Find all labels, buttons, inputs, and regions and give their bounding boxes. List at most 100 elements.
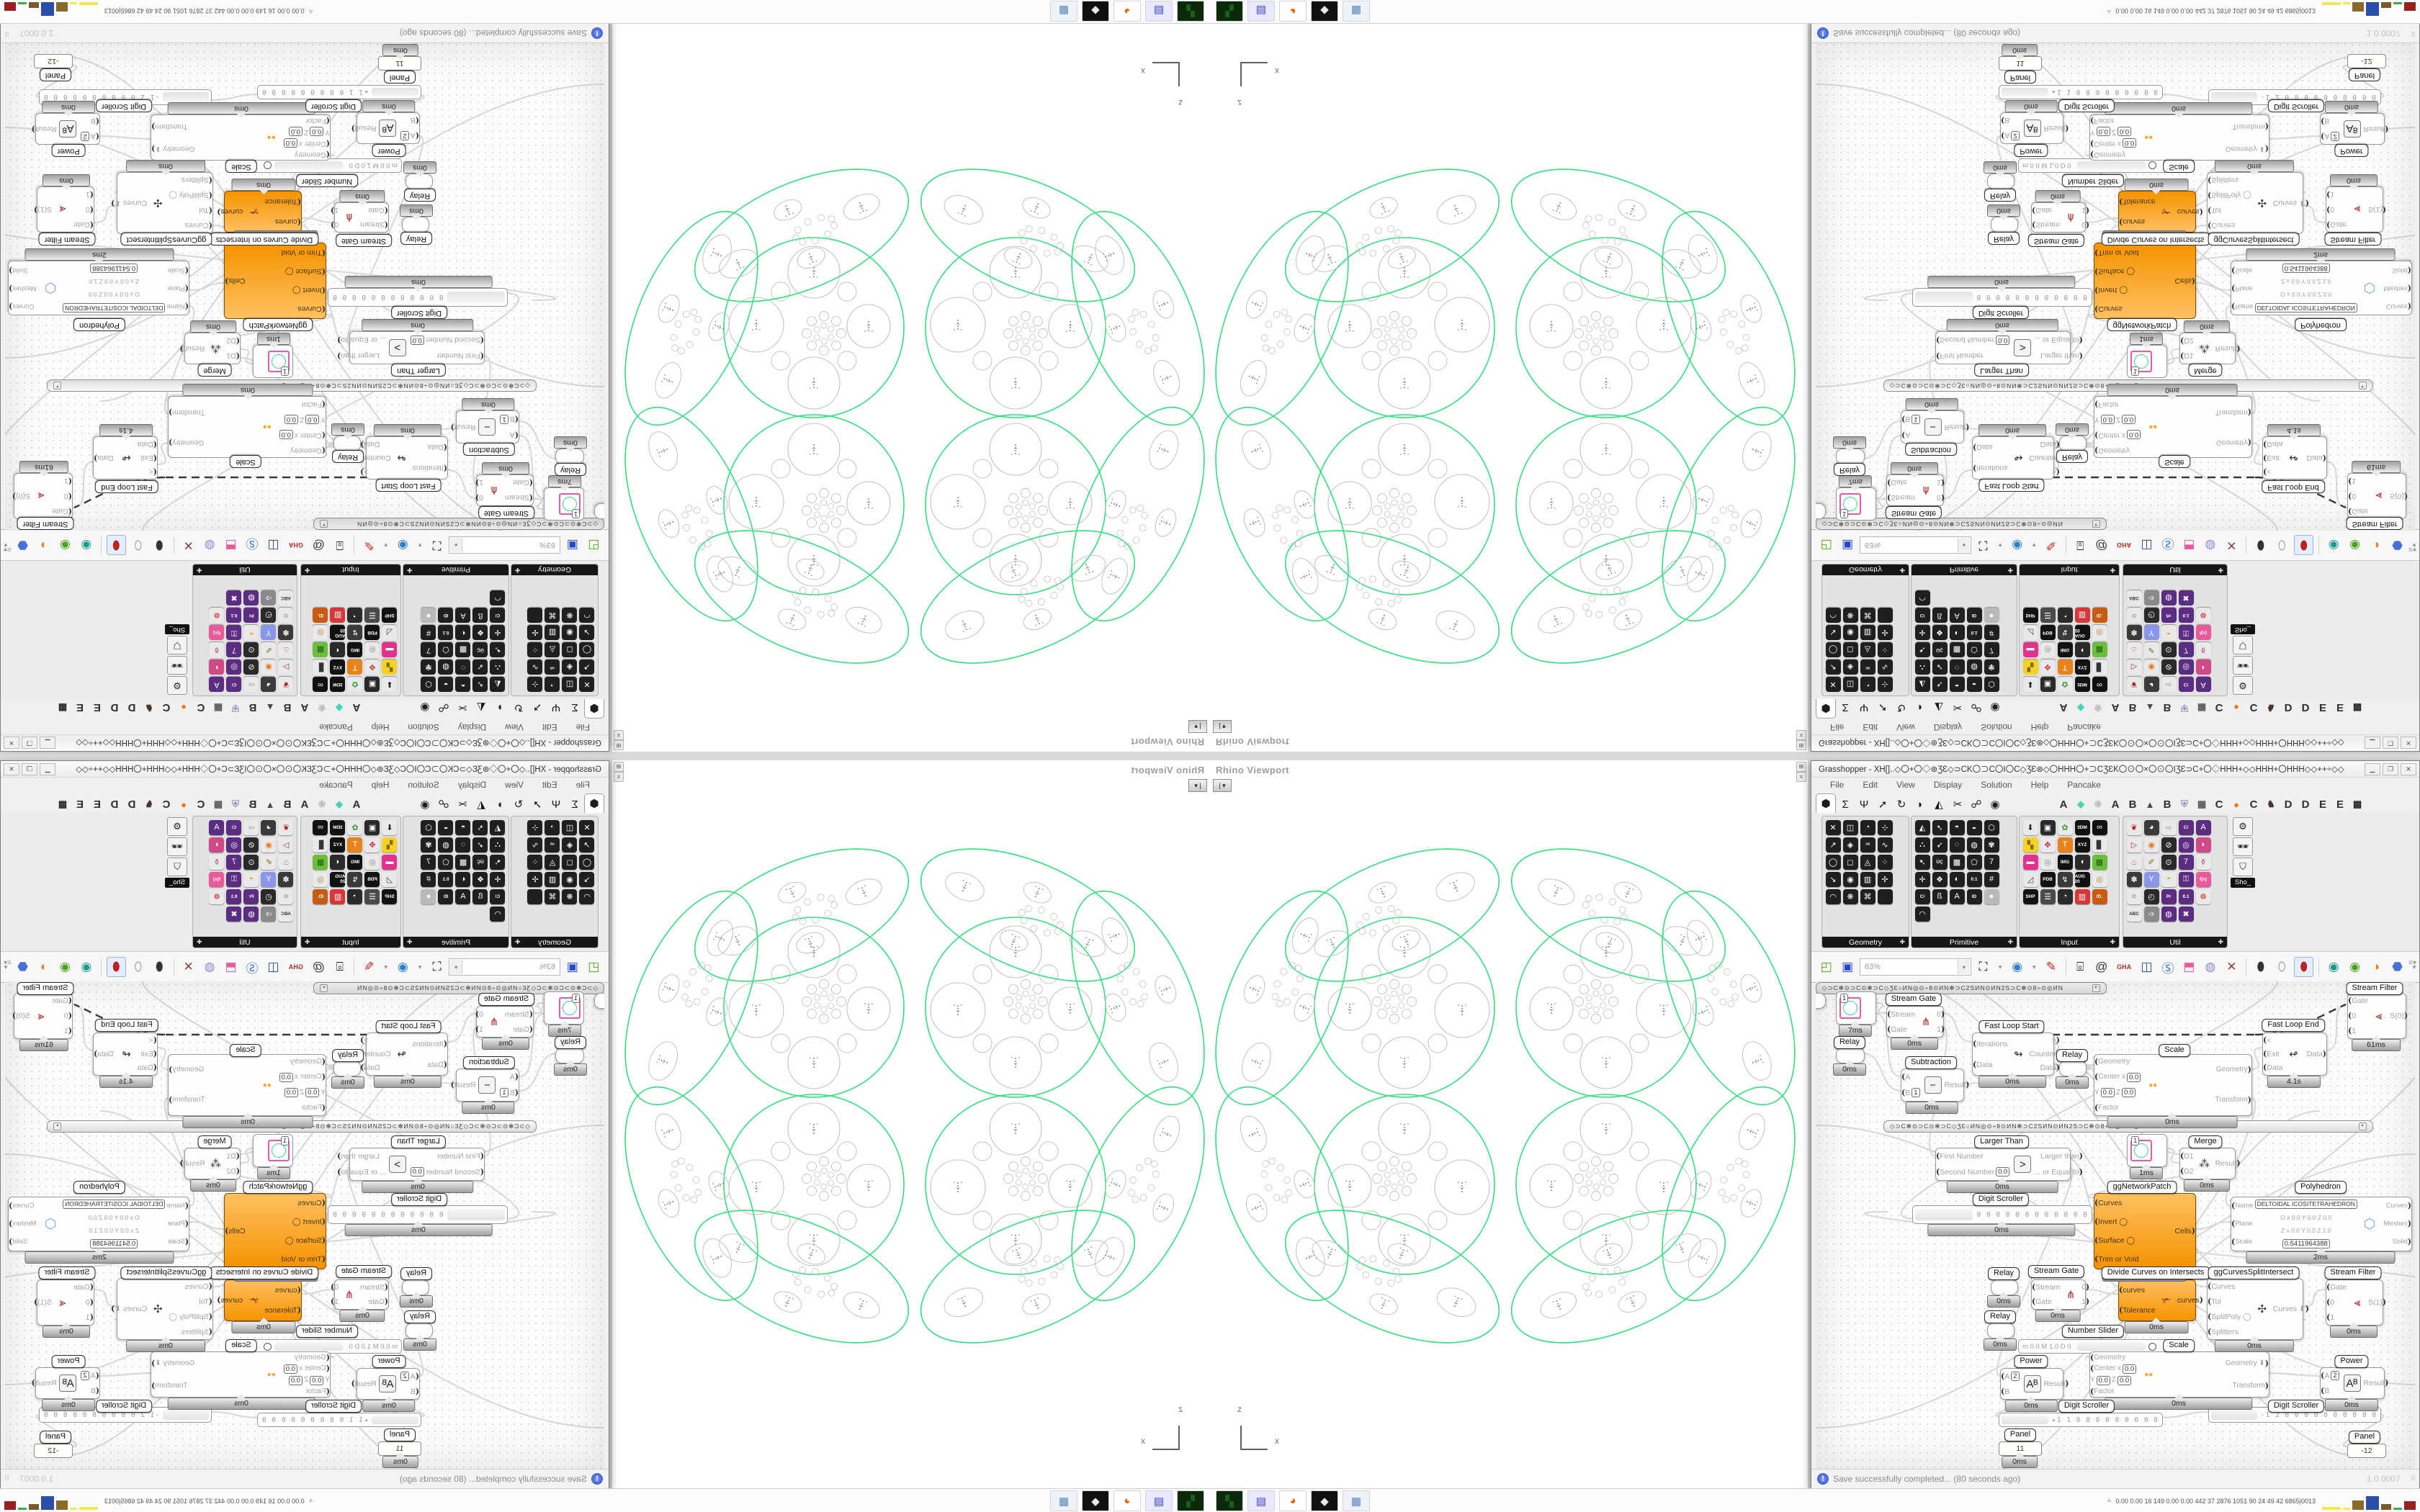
grid-icon[interactable]: ▦ [2193,796,2210,813]
coin-button[interactable]: Ⓢ [246,961,259,976]
component-icon[interactable]: ❦ [2126,819,2142,835]
component-icon[interactable]: ◿ [2022,871,2038,887]
menu-item-solution[interactable]: Solution [1981,722,2012,732]
component-icon[interactable]: f(x) [209,625,225,641]
node-name-tag[interactable]: Power [372,144,406,157]
component-icon[interactable]: ID [438,608,454,624]
node-name-tag[interactable]: Scale [230,1044,261,1057]
port-arc[interactable]: ) [12,492,17,501]
component-icon[interactable]: ◔ [2057,608,2073,624]
node-name-tag[interactable]: Number Slider [2061,174,2125,187]
port-arc[interactable]: ) [2056,1035,2060,1045]
preview-shaded-button[interactable]: ⬮ [106,535,127,555]
port-arc[interactable]: ) [225,276,229,286]
component-icon[interactable]: ♨ [278,854,294,870]
component-icon[interactable]: ⊙ [2161,642,2177,658]
menu-item-edit[interactable]: Edit [1863,722,1878,732]
port-arc[interactable]: ( [2263,454,2267,464]
maths-tab[interactable]: Σ [1842,798,1849,811]
zoom-caret[interactable]: ▾ [1998,541,2002,549]
port-arc[interactable]: ( [321,1254,326,1264]
node-name-tag[interactable]: Power [372,1355,406,1368]
component-icon[interactable]: ➷ [1914,854,1930,870]
polyhedron-name-value[interactable]: DELTOIDAL ICOSITETRAHEDRON [2254,1200,2357,1209]
gh-node-fast-loop-start[interactable]: (Iterations(Data↬>)Counter)Data) [1972,1032,2060,1076]
coin-button[interactable]: Ⓢ [246,536,259,551]
component-icon[interactable]: ◌ [455,837,471,852]
port-arc[interactable]: ( [321,267,326,276]
component-icon[interactable]: ◔ [347,888,363,904]
component-icon[interactable]: 0.1 [226,888,242,904]
gh-node-edge-node[interactable] [1816,503,1826,519]
component-icon[interactable]: ⛉ [167,636,187,654]
component-icon[interactable]: ◐ [1949,871,1965,887]
coin-button[interactable]: Ⓢ [2161,961,2174,976]
port-arc[interactable]: ( [2208,1326,2212,1336]
input-value[interactable]: 1 [2131,366,2140,376]
component-icon[interactable]: ◬ [544,642,560,658]
port-arc[interactable]: ( [2208,1311,2212,1321]
component-icon[interactable]: ⌘ [544,888,560,904]
preview-off-button[interactable]: ⬮ [2257,539,2265,552]
plugin-tab-A-3[interactable]: A [2111,798,2120,811]
node-name-tag[interactable]: Digit Scroller [390,306,448,319]
coord-value[interactable]: 0.0 [310,1375,324,1385]
maths-tab[interactable]: Σ [571,701,578,714]
component-icon[interactable]: ○ [278,608,294,624]
component-icon[interactable]: ● [421,888,436,904]
taskbar-app-calculator[interactable]: ▦ [1050,1,1077,22]
port-value[interactable]: 2 [400,1372,409,1382]
menu-item-display[interactable]: Display [1933,722,1963,732]
gh-node-digit-scroller-2[interactable]: ▸1 1 0 0 0 0 0 0 0 0 0 [1999,1413,2163,1427]
plugin-tab-B-4[interactable]: B [283,701,292,714]
gh-node-scale-upper[interactable]: (Geometry(Center x 0.0 Y 0.0 Z 0.0(Factor ●●… [2094,1054,2252,1116]
component-icon[interactable]: ▦ [313,854,328,870]
port-arc[interactable]: ( [326,116,330,126]
port-arc[interactable]: ( [2094,1236,2099,1245]
node-name-tag[interactable]: Relay [1987,232,2020,245]
grid-icon[interactable]: ▦ [210,699,227,716]
component-icon[interactable]: ◭ [490,677,506,693]
gh-node-power-left[interactable]: (A 2(B Aᴮ Result) [351,1368,420,1400]
node-name-tag[interactable]: Relay [331,1049,364,1062]
component-icon[interactable]: ⊹ [1877,677,1893,693]
box-button[interactable]: ⬒ [225,539,237,552]
gh-node-larger-than[interactable]: (First Number(Second Number 0.0 > Larger th… [1935,331,2083,364]
port-arc[interactable]: ( [2032,1297,2036,1306]
component-icon[interactable]: ◉ [562,625,578,641]
component-icon[interactable]: ◭ [490,819,506,835]
node-name-tag[interactable]: Digit Scroller [95,99,153,112]
port-arc[interactable]: ) [2385,1378,2389,1387]
port-arc[interactable]: ( [2001,1386,2005,1396]
component-icon[interactable]: ⊘ [243,837,259,852]
component-icon[interactable]: ⬇ [2022,677,2038,693]
taskbar-app-firefox[interactable]: ◕ [1113,1,1141,22]
panel-grid-button[interactable]: ⊞ [1796,762,1806,772]
gh-node-gg-curves-split-intersect[interactable]: (Curves(Tol(SplitPoly ◯(Splitters ✣ Curves… [2207,1278,2309,1340]
plugin-tab-A-3[interactable]: A [300,798,309,811]
component-icon[interactable]: Y [261,625,277,641]
node-name-tag[interactable]: Digit Scroller [2058,1400,2115,1413]
port-arc[interactable]: ) [151,122,156,132]
component-icon[interactable]: ◠ [1914,906,1930,922]
save-button[interactable]: ▣ [566,960,578,973]
save-button[interactable]: ▣ [1842,539,1854,552]
eye-caret[interactable]: ▾ [2032,541,2036,549]
node-name-tag[interactable]: Panel [2004,1428,2037,1441]
gh-node-digit-scroller-2[interactable]: ▸1 1 0 0 0 0 0 0 0 0 0 [257,1413,421,1427]
pin-blue-button[interactable]: ⬣ [2392,539,2403,552]
gh-node-gg-network-patch[interactable]: (Curves(Invert ◯(Surface ◯(Trim or Void C… [2094,1193,2196,1269]
close-button[interactable]: ✕ [2401,737,2416,749]
node-name-tag[interactable]: Stream Filter [2324,1266,2382,1279]
port-arc[interactable]: ( [2180,351,2184,361]
port-arc[interactable]: ) [2382,205,2387,215]
port-arc[interactable]: ( [1936,336,1940,346]
node-name-tag[interactable]: Larger Than [391,364,446,377]
port-arc[interactable]: ( [321,305,326,314]
maths-tab[interactable]: Σ [1842,701,1849,714]
taskbar-app-dosbox[interactable]: ▚ [1216,1490,1243,1511]
component-icon[interactable]: ID. [2092,608,2107,624]
component-icon[interactable]: ID. [313,888,328,904]
menu-item-view[interactable]: View [1896,722,1915,732]
menu-item-pancake[interactable]: Pancake [319,722,353,732]
